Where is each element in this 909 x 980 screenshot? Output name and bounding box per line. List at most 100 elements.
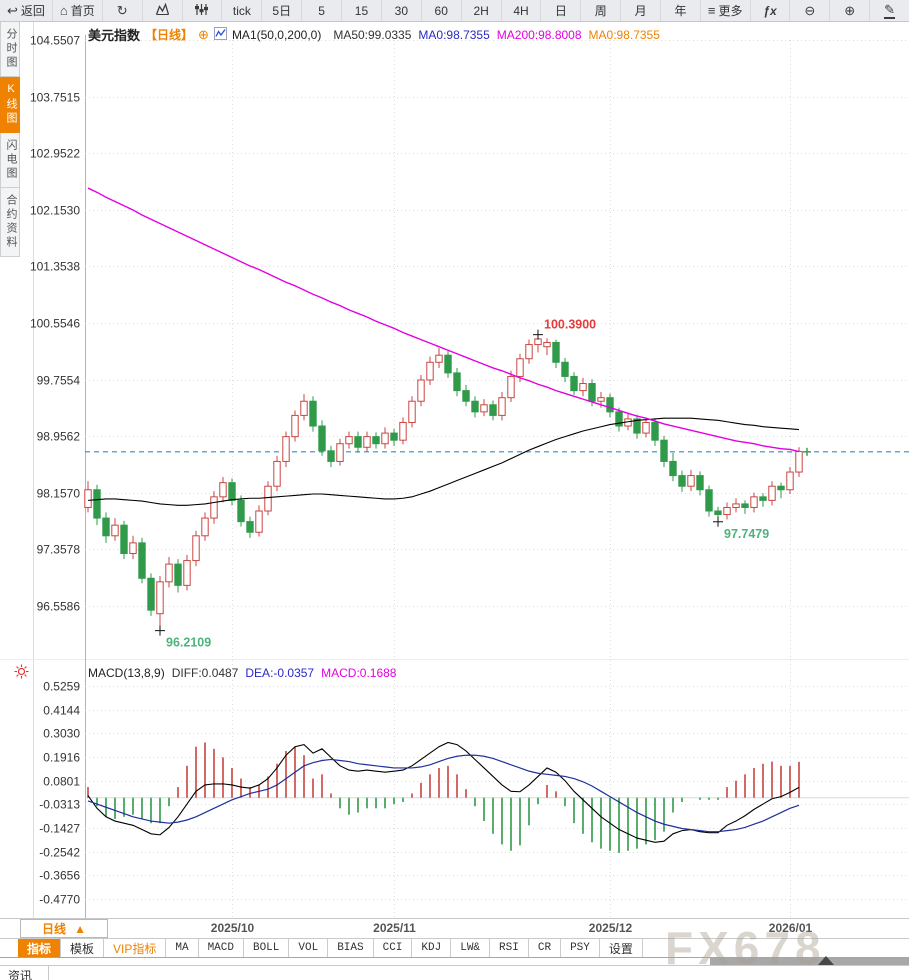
interval-day-button[interactable]: 日	[541, 0, 582, 21]
price-tick-label: 98.1570	[37, 487, 81, 501]
price-tick-label: 103.7515	[30, 91, 80, 105]
horizontal-scrollbar[interactable]	[710, 958, 909, 965]
back-button[interactable]: ↩ 返回	[0, 0, 53, 21]
bottom-tab-vip-indicators[interactable]: VIP指标	[104, 939, 167, 957]
interval-2h-button-label: 2H	[473, 3, 489, 18]
price-tick-label: 104.5507	[30, 34, 80, 48]
menu-icon: ≡	[707, 3, 716, 18]
interval-5d-button[interactable]: 5日	[262, 0, 303, 21]
home-button[interactable]: ⌂ 首页	[53, 0, 103, 21]
interval-15-button[interactable]: 15	[342, 0, 382, 21]
macd-tick-label: 0.0801	[43, 775, 80, 789]
bottom-tab-lw[interactable]: LW&	[451, 939, 491, 957]
interval-30-button[interactable]: 30	[382, 0, 422, 21]
ma-value: MA0:98.7355	[418, 27, 490, 42]
price-tick-label: 102.9522	[30, 147, 80, 161]
interval-year-button-label: 年	[674, 4, 687, 18]
bottom-tab-templates[interactable]: 模板	[61, 939, 105, 957]
bottom-tab-indicators[interactable]: 指标	[18, 939, 62, 957]
side-tab-contract-info[interactable]: 合约资料	[0, 188, 20, 257]
macd-tick-label: -0.3656	[39, 869, 80, 883]
price-tick-label: 99.7554	[37, 374, 81, 388]
refresh-icon: ↻	[116, 3, 128, 18]
bottom-tab-cci[interactable]: CCI	[374, 939, 413, 957]
area-chart-button[interactable]	[143, 0, 183, 21]
price-annotation: 97.7479	[724, 527, 769, 541]
side-tab-kline[interactable]: K线图	[0, 77, 20, 133]
ma-value: MA200:98.8008	[496, 27, 582, 42]
toolbar: ↩ 返回 ⌂ 首页 ↻ tick 5日 5 15 30 60 2H 4H 日周月年 ≡ 更多 ƒx ⊖ ⊕ ✎	[0, 0, 909, 22]
refresh-button[interactable]: ↻	[103, 0, 143, 21]
side-tab-timeshare[interactable]: 分时图	[0, 22, 20, 77]
interval-5-button-label: 5	[318, 3, 325, 18]
macd-diff-line	[87, 741, 800, 843]
indicator-settings-button[interactable]	[183, 0, 223, 21]
bottom-tab-bias[interactable]: BIAS	[328, 939, 374, 957]
indicator-toggle-icon[interactable]	[14, 664, 29, 684]
interval-year-button[interactable]: 年	[661, 0, 701, 21]
area-chart-icon	[155, 2, 170, 19]
macd-tick-label: 0.1916	[43, 751, 80, 765]
fx-icon: ƒx	[763, 3, 777, 18]
zoom-in-icon: ⊕	[844, 3, 856, 18]
news-tab[interactable]: 资讯	[8, 969, 33, 980]
price-tick-label: 96.5586	[37, 600, 81, 614]
macd-values: DIFF:0.0487 DEA:-0.0357 MACD:0.1688	[165, 666, 397, 680]
bottom-tab-boll[interactable]: BOLL	[244, 939, 290, 957]
interval-60-button[interactable]: 60	[422, 0, 462, 21]
zoom-out-button[interactable]: ⊖	[790, 0, 831, 21]
side-tab-lightning[interactable]: 闪电图	[0, 133, 20, 188]
month-label: 2026/01	[769, 921, 813, 935]
price-tick-label: 102.1530	[30, 204, 80, 218]
bottom-tab-vol[interactable]: VOL	[289, 939, 329, 957]
month-label: 2025/11	[373, 921, 416, 935]
chart-type-tabs: 分时图 K线图 闪电图 合约资料	[0, 22, 21, 257]
interval-month-button[interactable]: 月	[621, 0, 662, 21]
month-label: 2025/10	[211, 921, 255, 935]
price-tick-label: 100.5546	[30, 317, 80, 331]
macd-tick-label: -0.0313	[39, 798, 80, 812]
price-annotation: 100.3900	[544, 318, 596, 332]
period-selector[interactable]: 日线 ▲	[20, 919, 108, 938]
bottom-tab-psy[interactable]: PSY	[561, 939, 600, 957]
macd-value: MACD:0.1688	[321, 666, 397, 680]
bottom-tab-macd[interactable]: MACD	[199, 939, 244, 957]
month-label: 2025/12	[589, 921, 633, 935]
bottom-tab-cr[interactable]: CR	[529, 939, 562, 957]
interval-60-button-label: 60	[434, 3, 448, 18]
price-tick-label: 98.9562	[37, 430, 81, 444]
add-indicator-icon[interactable]: ⊕	[198, 26, 209, 42]
mini-chart-icon	[213, 26, 227, 43]
interval-month-button-label: 月	[634, 4, 647, 18]
formula-button[interactable]: ƒx	[751, 0, 791, 21]
more-button[interactable]: ≡ 更多	[701, 0, 751, 21]
candles-layer	[84, 334, 803, 631]
bottom-tab-settings[interactable]: 设置	[600, 939, 643, 957]
interval-week-button[interactable]: 周	[581, 0, 622, 21]
macd-value: DEA:-0.0357	[245, 666, 315, 680]
macd-tick-label: 0.5259	[43, 680, 80, 694]
bottom-tab-rsi[interactable]: RSI	[490, 939, 529, 957]
symbol-name: 美元指数	[88, 28, 141, 43]
bottom-tab-ma[interactable]: MA	[166, 939, 199, 957]
back-button-label: 返回	[20, 4, 45, 18]
pen-icon: ✎	[884, 1, 896, 19]
ma200-line	[87, 187, 800, 453]
news-panel-divider	[48, 966, 49, 980]
interval-4h-button[interactable]: 4H	[502, 0, 542, 21]
price-tick-label: 97.3578	[37, 543, 81, 557]
zoom-in-button[interactable]: ⊕	[830, 0, 871, 21]
draw-button[interactable]: ✎	[870, 0, 909, 21]
interval-tick-button[interactable]: tick	[222, 0, 263, 21]
home-icon: ⌂	[59, 3, 68, 18]
macd-settings-label: MACD(13,8,9)	[88, 666, 165, 680]
interval-week-button-label: 周	[594, 4, 607, 18]
interval-5d-button-label: 5日	[272, 4, 292, 18]
interval-2h-button[interactable]: 2H	[462, 0, 502, 21]
bottom-tab-kdj[interactable]: KDJ	[412, 939, 452, 957]
back-icon: ↩	[7, 3, 18, 18]
interval-5-button[interactable]: 5	[302, 0, 343, 21]
sliders-icon	[194, 3, 209, 19]
